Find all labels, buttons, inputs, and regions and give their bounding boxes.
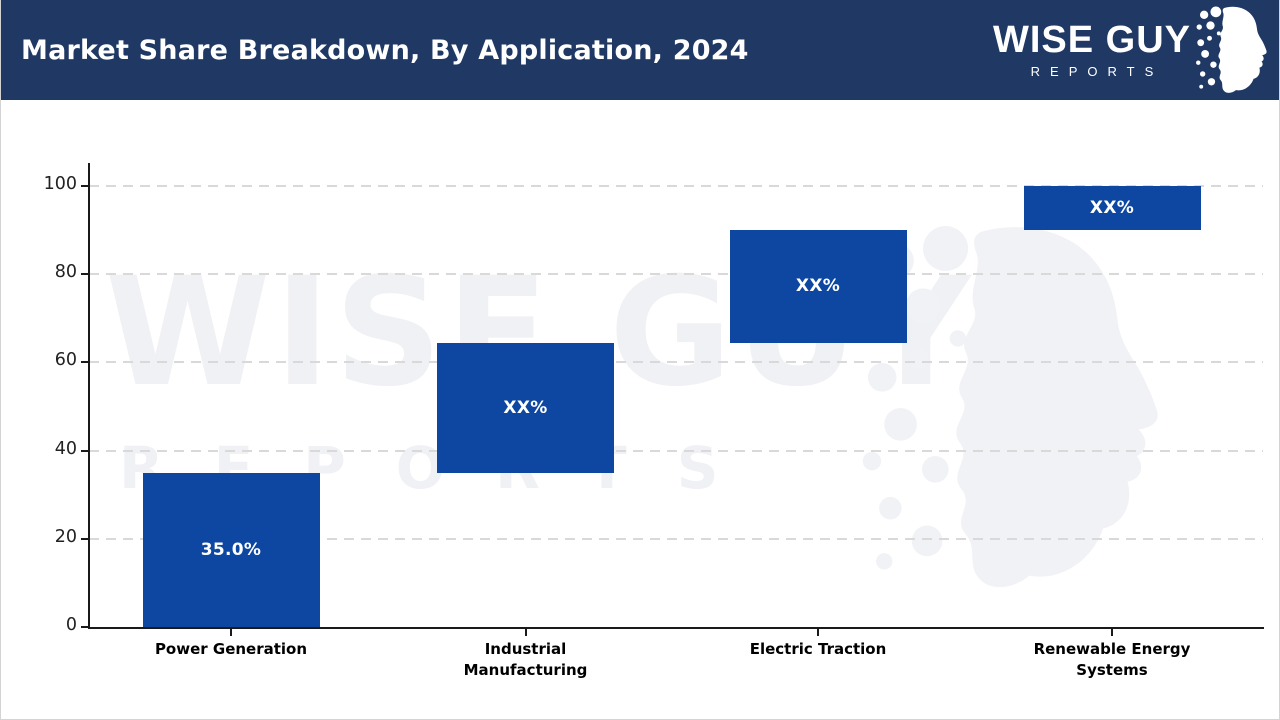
gridline <box>89 185 1263 187</box>
logo-face-icon <box>1196 6 1267 93</box>
gridline <box>89 273 1263 276</box>
x-category-label: Renewable Energy Systems <box>1033 640 1191 679</box>
y-tick-label: 80 <box>54 262 77 283</box>
bar-value-label: XX% <box>795 276 841 297</box>
logo-subtext: REPORTS <box>1030 64 1164 79</box>
bar-power-generation: 35.0% <box>142 472 320 627</box>
y-tick-label: 40 <box>54 438 77 459</box>
x-tick-mark <box>230 629 232 636</box>
x-tick-mark <box>1111 629 1113 636</box>
y-tick-label: 60 <box>54 350 77 371</box>
y-tick-mark <box>81 626 88 628</box>
x-category-label: Industrial Manufacturing <box>463 640 588 679</box>
y-tick-mark <box>81 537 88 540</box>
bar-value-label: XX% <box>1089 198 1135 219</box>
bar-value-label: XX% <box>503 397 548 418</box>
bar-value-label: 35.0% <box>200 539 262 560</box>
y-axis-line <box>88 163 90 629</box>
x-category-label: Electric Traction <box>749 640 887 658</box>
y-tick-label: 20 <box>54 526 77 547</box>
x-category-label: Power Generation <box>154 640 308 658</box>
logo-wordmark: WISE GUY <box>992 19 1191 61</box>
y-tick-label: 0 <box>65 615 77 635</box>
y-tick-label: 100 <box>43 174 77 194</box>
y-tick-mark <box>81 361 88 364</box>
bar-renewable-energy-systems: XX% <box>1023 186 1201 231</box>
bar-electric-traction: XX% <box>729 230 907 343</box>
gridline <box>89 449 1263 452</box>
y-tick-mark <box>81 449 88 452</box>
y-tick-mark <box>81 273 88 276</box>
logo-text: WISE GUY REPORTS <box>993 21 1191 79</box>
wiseguy-logo: WISE GUY REPORTS <box>993 5 1269 95</box>
x-axis-line <box>88 627 1264 629</box>
x-tick-mark <box>524 629 527 636</box>
y-tick-mark <box>81 185 88 187</box>
x-tick-mark <box>817 629 819 636</box>
page-title: Market Share Breakdown, By Application, … <box>21 35 749 66</box>
bar-industrial-manufacturing: XX% <box>437 342 614 473</box>
gridline <box>89 361 1263 364</box>
gridline <box>89 537 1263 540</box>
header-bar: Market Share Breakdown, By Application, … <box>1 0 1279 100</box>
